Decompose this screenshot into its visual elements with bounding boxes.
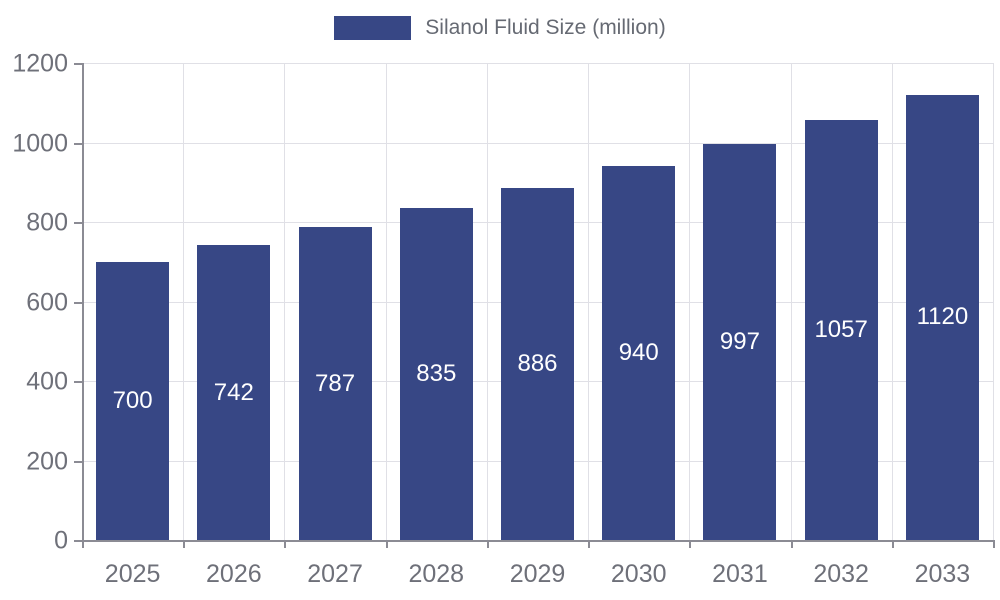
x-axis-line [74,540,993,542]
x-axis-tick-label: 2028 [408,560,465,588]
y-gridline [82,63,993,64]
bar-value-label: 886 [517,349,558,377]
x-gridline [993,63,994,540]
bar-value-label: 1120 [916,303,969,331]
bar[interactable] [501,187,574,540]
y-axis-tick-label: 200 [26,447,68,475]
x-gridline [689,63,691,540]
bar[interactable] [602,166,676,540]
bar[interactable] [399,208,473,540]
bar-value-label: 940 [618,339,659,367]
y-axis-tick-label: 800 [26,208,68,237]
y-axis-tick [74,460,82,463]
legend-swatch-icon [334,16,412,40]
x-gridline [790,63,792,540]
y-axis-tick-label: 0 [54,526,68,555]
x-axis-tick [284,540,287,548]
x-axis-tick-label: 2026 [206,560,262,588]
x-gridline [588,63,590,540]
y-axis-tick [74,301,82,304]
y-axis-tick [74,63,82,65]
legend-label: Silanol Fluid Size (million) [425,16,666,39]
x-axis-tick [790,540,793,548]
y-axis-tick-label: 400 [26,367,68,396]
x-gridline [183,63,185,540]
x-axis-tick-label: 2031 [712,560,768,588]
bar[interactable] [197,245,271,540]
x-axis-tick [993,540,995,548]
legend-item[interactable]: Silanol Fluid Size (million) [0,16,1000,40]
x-axis-tick [486,540,489,548]
x-gridline [891,63,893,540]
bar[interactable] [804,119,878,540]
y-gridline [82,142,993,144]
bar-value-label: 1057 [814,315,868,343]
bar[interactable] [96,261,170,540]
bar-value-label: 787 [315,369,356,397]
bar-value-label: 700 [112,386,153,414]
bar[interactable] [905,94,979,540]
y-axis-tick-label: 600 [26,288,68,316]
x-axis-tick-label: 2029 [509,560,566,588]
y-axis-tick-label: 1000 [12,129,68,157]
y-axis-tick-label: 1200 [12,49,68,78]
y-axis-line [82,63,84,548]
x-axis-tick [588,540,591,548]
x-axis-tick-label: 2025 [104,560,161,588]
bar[interactable] [298,227,372,540]
x-axis-tick [385,540,388,548]
bar[interactable] [703,143,777,540]
x-gridline [284,63,286,540]
y-axis-tick [74,142,82,145]
y-axis-tick [74,222,82,224]
x-gridline [486,63,488,540]
x-axis-tick [183,540,186,548]
x-gridline [385,63,387,540]
x-axis-tick-label: 2030 [610,560,667,588]
x-axis-tick [689,540,692,548]
x-axis-tick-label: 2033 [914,560,971,588]
bar-value-label: 997 [719,327,760,355]
bar-value-label: 835 [416,360,457,388]
x-axis-tick-label: 2027 [307,560,363,588]
y-axis-tick [74,381,82,383]
bar-value-label: 742 [213,378,254,406]
x-axis-tick [891,540,894,548]
x-axis-tick-label: 2032 [813,560,869,588]
